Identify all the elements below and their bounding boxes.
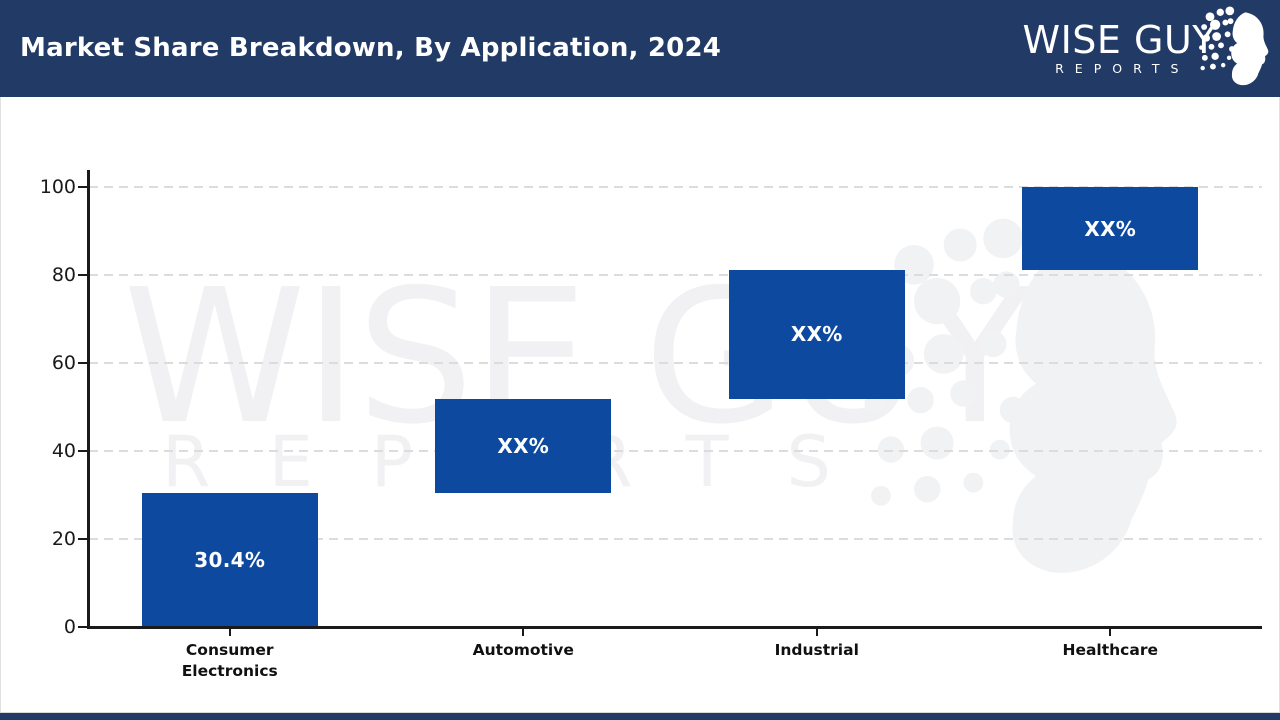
x-axis-line bbox=[87, 626, 1262, 629]
bar: XX% bbox=[728, 270, 905, 399]
plot-area: 30.4% XX% XX% XX% bbox=[83, 186, 1262, 627]
footer-strip bbox=[0, 713, 1280, 720]
y-tick-label: 60 bbox=[51, 352, 76, 374]
chart-area: WISE GUY REPORTS 30.4%XX%XX%XX% 02040608… bbox=[0, 97, 1280, 712]
y-tick-label: 80 bbox=[51, 264, 76, 286]
x-tick-mark bbox=[522, 629, 525, 636]
x-category-label: Healthcare bbox=[1062, 641, 1158, 659]
bar-value-label: XX% bbox=[497, 433, 550, 458]
x-category-label: Automotive bbox=[472, 641, 574, 659]
grid-line bbox=[89, 450, 1262, 452]
x-category-label: Industrial bbox=[774, 641, 859, 659]
wiseguy-logo: WISE GUY REPORTS bbox=[1023, 5, 1270, 92]
bar-value-label: 30.4% bbox=[194, 548, 266, 573]
x-tick-mark bbox=[1109, 629, 1112, 636]
bar-value-label: XX% bbox=[1084, 216, 1137, 241]
y-tick-mark bbox=[78, 274, 87, 276]
y-tick-mark bbox=[78, 362, 87, 364]
y-tick-label: 40 bbox=[51, 440, 76, 462]
y-axis-line bbox=[87, 170, 90, 629]
bar-value-label: XX% bbox=[790, 322, 843, 347]
grid-line bbox=[89, 538, 1262, 540]
x-tick-mark bbox=[815, 629, 818, 636]
chart-title: Market Share Breakdown, By Application, … bbox=[20, 33, 722, 63]
y-tick-label: 0 bbox=[63, 616, 76, 638]
y-tick-label: 20 bbox=[51, 528, 76, 550]
bar: XX% bbox=[435, 398, 612, 494]
logo-subtitle: REPORTS bbox=[1055, 61, 1190, 77]
grid-line bbox=[89, 274, 1262, 276]
y-tick-mark bbox=[78, 450, 87, 452]
logo-text-block: WISE GUY REPORTS bbox=[1022, 17, 1216, 77]
x-tick-mark bbox=[228, 629, 231, 636]
left-edge-border bbox=[0, 97, 1, 712]
grid-line bbox=[89, 362, 1262, 364]
bar: 30.4% bbox=[141, 493, 318, 627]
y-tick-mark bbox=[78, 538, 87, 540]
y-tick-mark bbox=[78, 186, 87, 188]
wiseguy-face-icon bbox=[1199, 5, 1269, 85]
y-tick-mark bbox=[78, 626, 87, 628]
logo-wordmark: WISE GUY bbox=[1022, 17, 1216, 62]
y-tick-label: 100 bbox=[39, 176, 76, 198]
x-category-label: Consumer Electronics bbox=[181, 641, 278, 681]
grid-line bbox=[89, 186, 1262, 188]
footer-hairline bbox=[0, 712, 1280, 713]
header-bar: Market Share Breakdown, By Application, … bbox=[0, 0, 1280, 97]
bar: XX% bbox=[1022, 187, 1199, 271]
